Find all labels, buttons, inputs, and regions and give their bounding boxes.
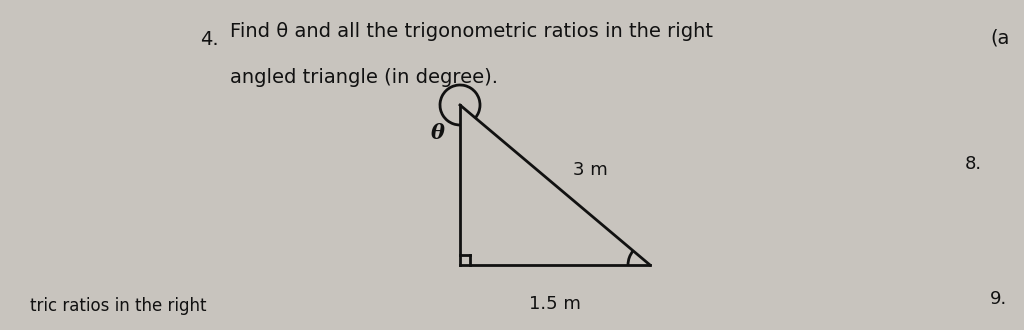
Text: 8.: 8. bbox=[965, 155, 982, 173]
Text: 3 m: 3 m bbox=[573, 161, 608, 179]
Text: 4.: 4. bbox=[200, 30, 219, 49]
Text: (a: (a bbox=[990, 28, 1010, 47]
Text: tric ratios in the right: tric ratios in the right bbox=[30, 297, 207, 315]
Text: 1.5 m: 1.5 m bbox=[529, 295, 581, 313]
Text: θ: θ bbox=[431, 123, 445, 143]
Text: angled triangle (in degree).: angled triangle (in degree). bbox=[230, 68, 498, 87]
Text: Find θ and all the trigonometric ratios in the right: Find θ and all the trigonometric ratios … bbox=[230, 22, 713, 41]
Text: 9.: 9. bbox=[990, 290, 1008, 308]
